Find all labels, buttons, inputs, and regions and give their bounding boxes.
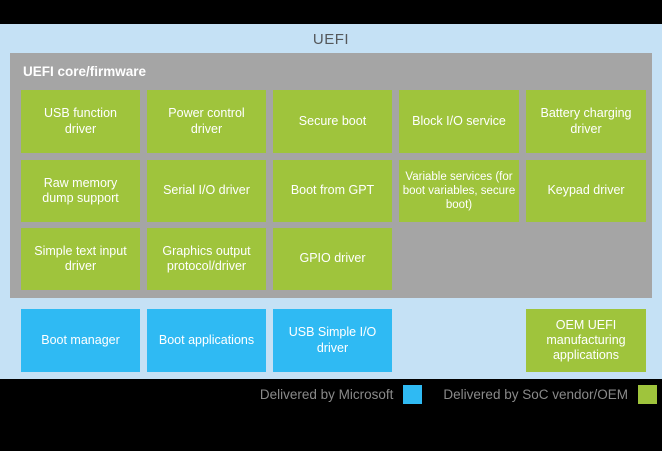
module-keypad-driver: Keypad driver — [526, 160, 646, 222]
module-battery-charging-driver: Battery charging driver — [526, 90, 646, 153]
microsoft-color-swatch — [403, 385, 423, 404]
core-row-1: USB function driver Power control driver… — [21, 90, 646, 153]
core-row-3: Simple text input driver Graphics output… — [21, 228, 392, 290]
module-raw-memory-dump-support: Raw memory dump support — [21, 160, 140, 222]
module-secure-boot: Secure boot — [273, 90, 392, 153]
uefi-core-firmware-panel: UEFI core/firmware USB function driver P… — [10, 53, 652, 298]
module-oem-uefi-manufacturing-applications: OEM UEFI manufacturing applications — [526, 309, 646, 372]
module-simple-text-input-driver: Simple text input driver — [21, 228, 140, 290]
module-boot-from-gpt: Boot from GPT — [273, 160, 392, 222]
module-variable-services: Variable services (for boot variables, s… — [399, 160, 519, 222]
legend-microsoft-label: Delivered by Microsoft — [259, 387, 394, 402]
oem-color-swatch — [638, 385, 657, 404]
module-power-control-driver: Power control driver — [147, 90, 266, 153]
legend: Delivered by Microsoft Delivered by SoC … — [260, 385, 657, 404]
module-serial-io-driver: Serial I/O driver — [147, 160, 266, 222]
module-usb-function-driver: USB function driver — [21, 90, 140, 153]
module-usb-simple-io-driver: USB Simple I/O driver — [273, 309, 392, 372]
module-graphics-output-protocol-driver: Graphics output protocol/driver — [147, 228, 266, 290]
uefi-diagram: UEFI UEFI core/firmware USB function dri… — [0, 24, 662, 379]
panel-title: UEFI core/firmware — [23, 64, 147, 79]
module-boot-manager: Boot manager — [21, 309, 140, 372]
diagram-title: UEFI — [312, 31, 350, 48]
module-gpio-driver: GPIO driver — [273, 228, 392, 290]
legend-item-microsoft: Delivered by Microsoft — [260, 385, 423, 404]
module-block-io-service: Block I/O service — [399, 90, 519, 153]
module-boot-applications: Boot applications — [147, 309, 266, 372]
core-row-2: Raw memory dump support Serial I/O drive… — [21, 160, 646, 222]
legend-item-oem: Delivered by SoC vendor/OEM — [443, 385, 657, 404]
legend-oem-label: Delivered by SoC vendor/OEM — [443, 387, 628, 402]
